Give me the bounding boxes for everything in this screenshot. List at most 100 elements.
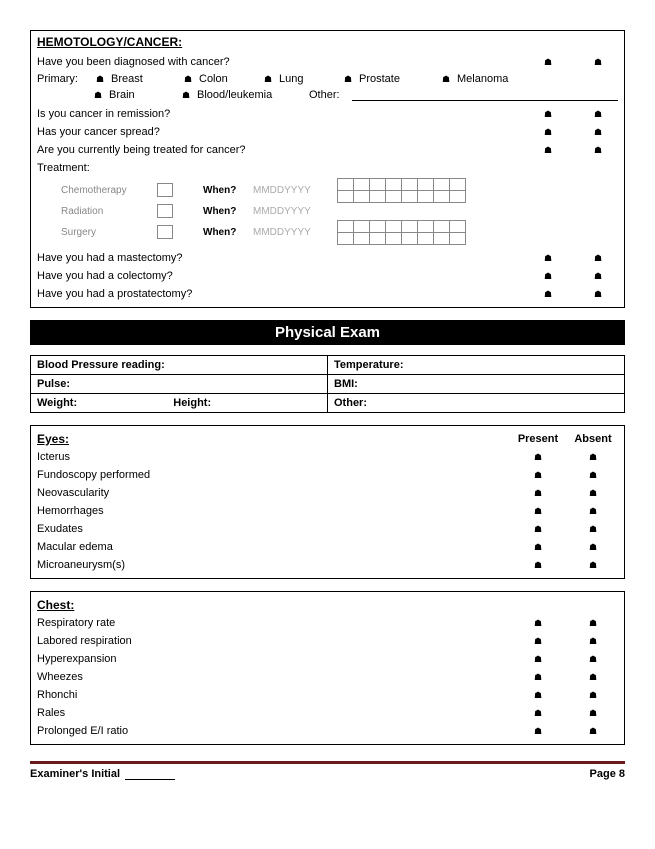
q-colectomy: Have you had a colectomy? [37, 270, 518, 282]
eyes-title: Eyes: [37, 432, 508, 446]
treatment-radiation-box[interactable] [157, 204, 173, 218]
eyes-item-label: Exudates [37, 523, 508, 535]
opt-melanoma[interactable] [441, 74, 451, 85]
chest-item-label: Rhonchi [37, 689, 508, 701]
mastectomy-no[interactable] [593, 253, 603, 264]
treatment-chemo-name: Chemotherapy [37, 185, 157, 196]
eyes-item-row: Macular edema [37, 538, 618, 556]
footer-initial-line[interactable] [125, 770, 175, 780]
chest-item-label: Hyperexpansion [37, 653, 508, 665]
remission-no[interactable] [593, 109, 603, 120]
diagnosed-no[interactable] [593, 57, 603, 68]
chest-item-present[interactable] [533, 618, 543, 629]
prostatectomy-yes[interactable] [543, 289, 553, 300]
eyes-item-present[interactable] [533, 506, 543, 517]
treatment-radiation: Radiation When? MMDDYYYY [37, 203, 618, 219]
spread-yes[interactable] [543, 127, 553, 138]
other-cell[interactable]: Other: [328, 394, 625, 413]
vitals-table: Blood Pressure reading: Temperature: Pul… [30, 355, 625, 413]
treatment-surgery-when: When? [203, 227, 253, 238]
opt-blood[interactable] [181, 90, 191, 101]
opt-colon[interactable] [183, 74, 193, 85]
eyes-item-label: Neovascularity [37, 487, 508, 499]
chest-item-present[interactable] [533, 708, 543, 719]
chest-item-absent[interactable] [588, 672, 598, 683]
treatment-chemo-when: When? [203, 185, 253, 196]
primary-row-1: Primary: Breast Colon Lung Prostate Mela… [37, 71, 618, 87]
treated-yes[interactable] [543, 145, 553, 156]
treatment-surgery: Surgery When? MMDDYYYY [37, 219, 618, 245]
q-remission-row: Is you cancer in remission? [37, 105, 618, 123]
chest-item-present[interactable] [533, 672, 543, 683]
eyes-item-present[interactable] [533, 560, 543, 571]
chest-item-label: Respiratory rate [37, 617, 508, 629]
treatment-radiation-ph: MMDDYYYY [253, 206, 333, 217]
eyes-item-row: Exudates [37, 520, 618, 538]
hemotology-section: HEMOTOLOGY/CANCER: Have you been diagnos… [30, 30, 625, 308]
eyes-item-absent[interactable] [588, 488, 598, 499]
eyes-item-absent[interactable] [588, 542, 598, 553]
spread-no[interactable] [593, 127, 603, 138]
eyes-item-present[interactable] [533, 488, 543, 499]
colectomy-yes[interactable] [543, 271, 553, 282]
chest-item-present[interactable] [533, 654, 543, 665]
pulse-cell[interactable]: Pulse: [31, 375, 328, 394]
opt-brain[interactable] [93, 90, 103, 101]
eyes-item-row: Icterus [37, 448, 618, 466]
eyes-item-present[interactable] [533, 542, 543, 553]
treatment-chemo-grid[interactable] [337, 178, 465, 202]
treated-no[interactable] [593, 145, 603, 156]
opt-lung[interactable] [263, 74, 273, 85]
chest-item-absent[interactable] [588, 654, 598, 665]
chest-item-row: Respiratory rate [37, 614, 618, 632]
colectomy-no[interactable] [593, 271, 603, 282]
opt-prostate[interactable] [343, 74, 353, 85]
chest-item-present[interactable] [533, 726, 543, 737]
chest-item-present[interactable] [533, 636, 543, 647]
other-input-line[interactable] [352, 89, 618, 101]
opt-blood-label: Blood/leukemia [197, 89, 272, 101]
opt-breast[interactable] [95, 74, 105, 85]
eyes-col-absent: Absent [568, 433, 618, 445]
eyes-item-label: Icterus [37, 451, 508, 463]
chest-item-label: Wheezes [37, 671, 508, 683]
q-treated-row: Are you currently being treated for canc… [37, 141, 618, 159]
q-treated: Are you currently being treated for canc… [37, 144, 518, 156]
chest-item-row: Wheezes [37, 668, 618, 686]
remission-yes[interactable] [543, 109, 553, 120]
treatment-surgery-name: Surgery [37, 227, 157, 238]
eyes-item-absent[interactable] [588, 470, 598, 481]
eyes-item-label: Macular edema [37, 541, 508, 553]
bp-cell[interactable]: Blood Pressure reading: [31, 356, 328, 375]
weight-height-cell[interactable]: Weight: Height: [31, 394, 328, 413]
mastectomy-yes[interactable] [543, 253, 553, 264]
opt-brain-label: Brain [109, 89, 135, 101]
eyes-item-absent[interactable] [588, 452, 598, 463]
eyes-item-present[interactable] [533, 470, 543, 481]
treatment-radiation-name: Radiation [37, 206, 157, 217]
chest-item-absent[interactable] [588, 726, 598, 737]
treatment-surgery-grid[interactable] [337, 220, 465, 244]
prostatectomy-no[interactable] [593, 289, 603, 300]
eyes-item-absent[interactable] [588, 506, 598, 517]
chest-item-present[interactable] [533, 690, 543, 701]
chest-item-absent[interactable] [588, 690, 598, 701]
opt-lung-label: Lung [279, 73, 303, 85]
eyes-item-absent[interactable] [588, 560, 598, 571]
chest-item-absent[interactable] [588, 708, 598, 719]
treatment-surgery-box[interactable] [157, 225, 173, 239]
treatment-chemo-box[interactable] [157, 183, 173, 197]
eyes-item-absent[interactable] [588, 524, 598, 535]
chest-item-absent[interactable] [588, 636, 598, 647]
q-mastectomy-row: Have you had a mastectomy? [37, 249, 618, 267]
eyes-item-present[interactable] [533, 524, 543, 535]
chest-item-row: Labored respiration [37, 632, 618, 650]
chest-item-absent[interactable] [588, 618, 598, 629]
eyes-item-present[interactable] [533, 452, 543, 463]
eyes-item-row: Neovascularity [37, 484, 618, 502]
diagnosed-yes[interactable] [543, 57, 553, 68]
eyes-item-label: Fundoscopy performed [37, 469, 508, 481]
bmi-cell[interactable]: BMI: [328, 375, 625, 394]
temp-cell[interactable]: Temperature: [328, 356, 625, 375]
opt-melanoma-label: Melanoma [457, 73, 508, 85]
